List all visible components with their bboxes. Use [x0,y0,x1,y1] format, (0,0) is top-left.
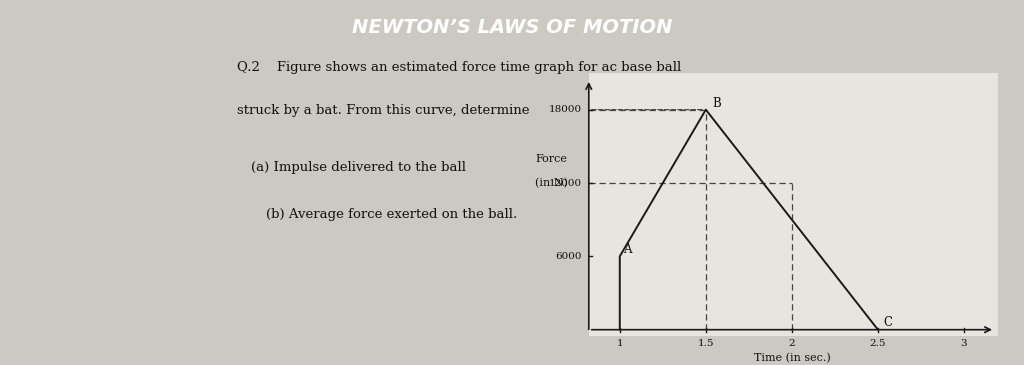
Text: 1.5: 1.5 [697,339,714,349]
Text: Force: Force [535,154,567,164]
Text: A: A [624,243,632,256]
Text: struck by a bat. From this curve, determine: struck by a bat. From this curve, determ… [237,104,529,118]
Text: 2.5: 2.5 [869,339,886,349]
Text: C: C [883,316,892,329]
Text: 2: 2 [788,339,796,349]
Text: (a) Impulse delivered to the ball: (a) Impulse delivered to the ball [252,161,467,174]
Text: 6000: 6000 [555,252,582,261]
Text: Q.2    Figure shows an estimated force time graph for ac base ball: Q.2 Figure shows an estimated force time… [237,61,681,73]
Text: (b) Average force exerted on the ball.: (b) Average force exerted on the ball. [266,208,517,221]
Text: Time (in sec.): Time (in sec.) [754,353,830,363]
Text: B: B [713,97,722,110]
Text: 3: 3 [961,339,968,349]
Text: NEWTON’S LAWS OF MOTION: NEWTON’S LAWS OF MOTION [352,18,672,37]
Text: 1: 1 [616,339,623,349]
Text: (in N): (in N) [535,178,567,188]
Text: 18000: 18000 [549,105,582,114]
Text: 12000: 12000 [549,178,582,188]
